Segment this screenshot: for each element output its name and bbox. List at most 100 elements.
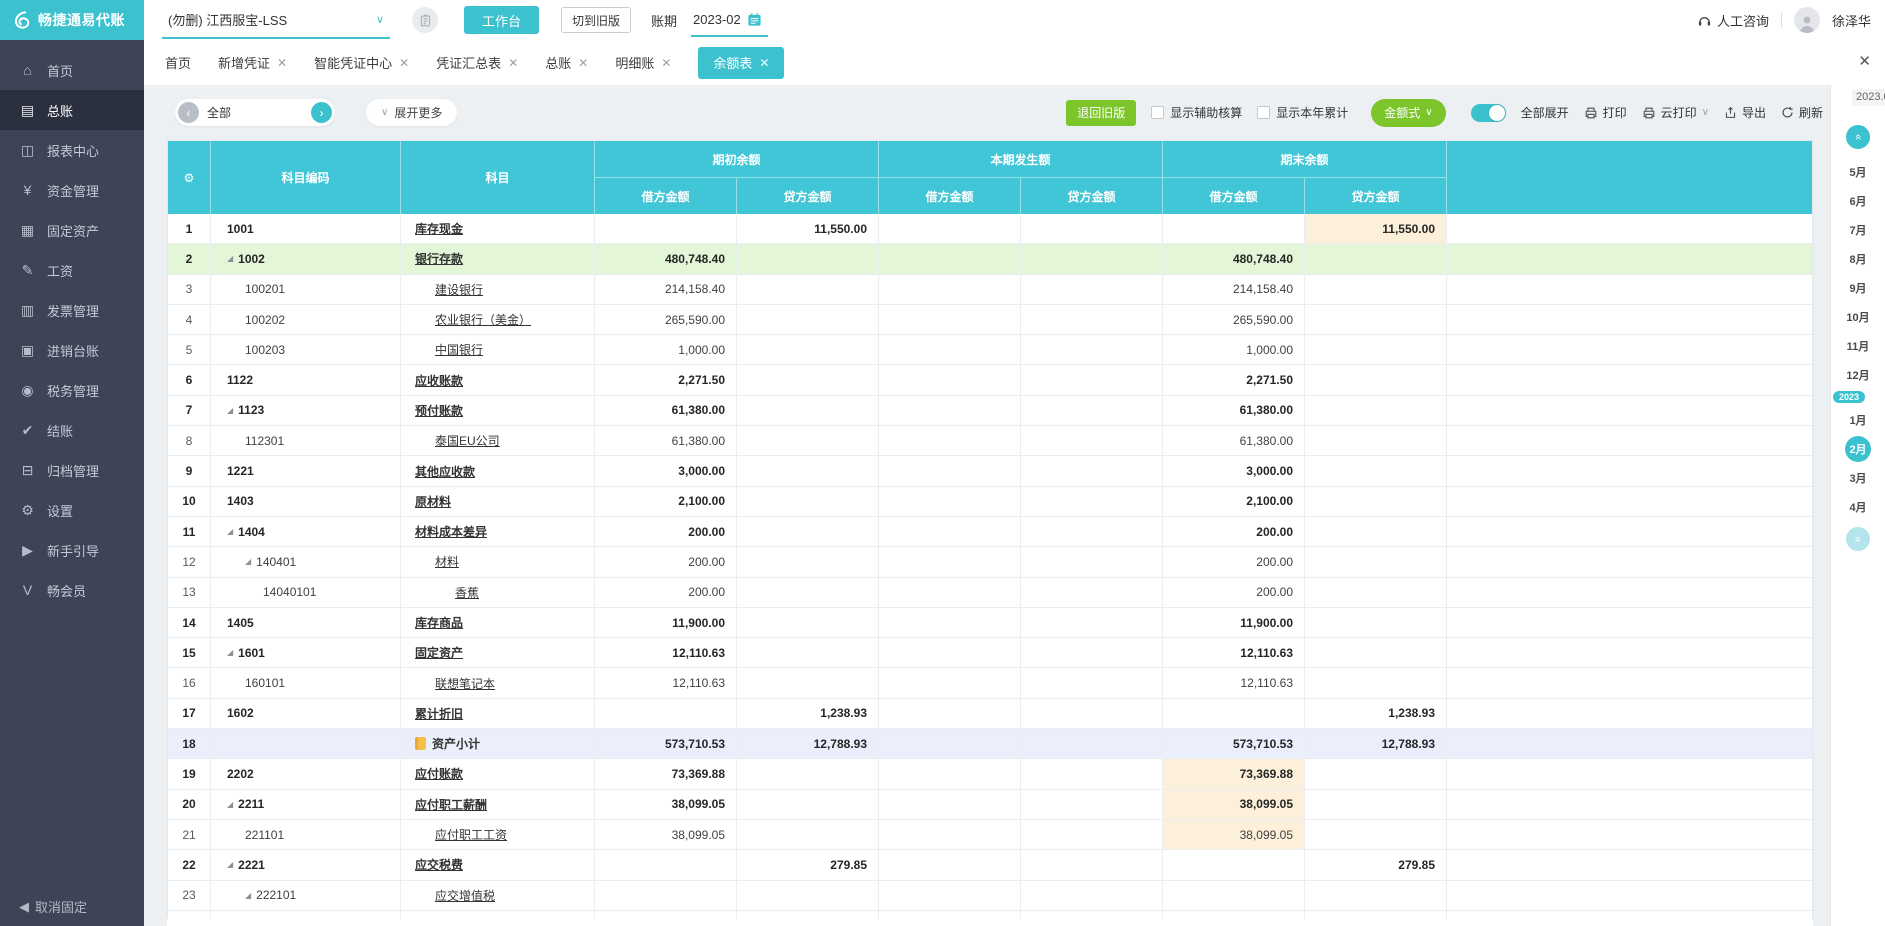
tab-新增凭证[interactable]: 新增凭证 ✕ [218, 47, 287, 79]
expand-more-button[interactable]: ∨ 展开更多 [366, 99, 458, 126]
account-range-filter[interactable]: ‹ 全部 › [175, 99, 335, 126]
workbench-button[interactable]: 工作台 [464, 6, 540, 34]
show-ytd-checkbox[interactable]: 显示本年累计 [1257, 104, 1348, 121]
month-item[interactable]: 6月 [1849, 195, 1867, 208]
period-picker[interactable]: 2023-02 [691, 4, 768, 37]
month-item[interactable]: 4月 [1849, 501, 1867, 514]
sidebar-item-税务管理[interactable]: ◉ 税务管理 [0, 370, 144, 410]
chevron-right-icon[interactable]: › [311, 102, 332, 123]
account-name-link[interactable]: 应交税费 [415, 858, 464, 873]
sidebar-item-畅会员[interactable]: V 畅会员 [0, 570, 144, 610]
checkbox-icon[interactable] [1257, 106, 1271, 119]
tab-总账[interactable]: 总账 ✕ [545, 47, 588, 79]
account-name-link[interactable]: 应付职工工资 [435, 828, 508, 843]
close-tab-icon[interactable]: ✕ [578, 55, 589, 70]
expand-all-toggle[interactable] [1470, 103, 1506, 122]
sidebar-item-新手引导[interactable]: ▶ 新手引导 [0, 530, 144, 570]
sidebar-item-进销台账[interactable]: ▣ 进销台账 [0, 330, 144, 370]
month-item[interactable]: 3月 [1849, 472, 1867, 485]
month-item[interactable]: 12月 [1846, 369, 1870, 382]
account-name-link[interactable]: 泰国EU公司 [435, 434, 500, 449]
account-name-link[interactable]: 预付账款 [415, 403, 464, 418]
expand-triangle-icon[interactable]: ◢ [245, 557, 252, 567]
account-name-link[interactable]: 固定资产 [415, 646, 464, 661]
print-button[interactable]: 打印 [1584, 104, 1627, 121]
account-name-link[interactable]: 中国银行 [435, 343, 484, 358]
account-name-link[interactable]: 建设银行 [435, 282, 484, 297]
unpin-sidebar-button[interactable]: ◀ 取消固定 [19, 897, 87, 916]
company-select[interactable]: (勿删) 江西服宝-LSS ∨ [162, 1, 390, 39]
account-name-link[interactable]: 联想笔记本 [435, 676, 496, 691]
account-name-link[interactable]: 应交增值税 [435, 888, 496, 903]
sidebar-item-首页[interactable]: ⌂ 首页 [0, 50, 144, 90]
sidebar-item-归档管理[interactable]: ⊟ 归档管理 [0, 450, 144, 490]
scroll-down-button[interactable]: « [1846, 527, 1870, 551]
month-item[interactable]: 1月 [1849, 414, 1867, 427]
expand-triangle-icon[interactable]: ◢ [227, 799, 234, 809]
account-name-link[interactable]: 材料成本差异 [415, 525, 488, 540]
month-item[interactable]: 9月 [1849, 282, 1867, 295]
expand-triangle-icon[interactable]: ◢ [227, 527, 234, 537]
chevron-left-icon[interactable]: ‹ [178, 102, 199, 123]
month-item[interactable]: 11月 [1846, 340, 1870, 353]
account-name-link[interactable]: 银行存款 [415, 252, 464, 267]
task-clipboard-icon[interactable] [412, 7, 438, 33]
account-name-link[interactable]: 应收账款 [415, 373, 464, 388]
tab-明细账[interactable]: 明细账 ✕ [615, 47, 671, 79]
expand-triangle-icon[interactable]: ◢ [227, 860, 234, 870]
account-name-link[interactable]: 材料 [435, 555, 460, 570]
account-name-link[interactable]: 应付账款 [415, 767, 464, 782]
expand-triangle-icon[interactable]: ◢ [227, 254, 234, 264]
expand-triangle-icon[interactable]: ◢ [227, 648, 234, 658]
sidebar-item-固定资产[interactable]: ▦ 固定资产 [0, 210, 144, 250]
month-item[interactable]: 10月 [1846, 311, 1870, 324]
sidebar-item-结账[interactable]: ✔ 结账 [0, 410, 144, 450]
switch-old-version-button[interactable]: 切到旧版 [561, 7, 632, 33]
amount-style-dropdown[interactable]: 金额式 ∨ [1371, 98, 1446, 127]
month-item[interactable]: 8月 [1849, 253, 1867, 266]
tab-首页[interactable]: 首页 [165, 47, 191, 79]
support-link[interactable]: 人工咨询 [1697, 11, 1769, 30]
account-name-link[interactable]: 累计折旧 [415, 706, 464, 721]
close-tab-icon[interactable]: ✕ [277, 55, 288, 70]
gear-icon[interactable]: ⚙ [168, 141, 211, 214]
back-to-old-button[interactable]: 退回旧版 [1066, 99, 1137, 126]
account-name-link[interactable]: 其他应收款 [415, 464, 476, 479]
tab-余额表[interactable]: 余额表 ✕ [698, 46, 785, 79]
month-item[interactable]: 7月 [1849, 224, 1867, 237]
export-button[interactable]: 导出 [1724, 104, 1766, 121]
sidebar-item-设置[interactable]: ⚙ 设置 [0, 490, 144, 530]
sidebar-item-资金管理[interactable]: ¥ 资金管理 [0, 170, 144, 210]
account-name-link[interactable]: 应付职工薪酬 [415, 797, 488, 812]
sidebar-item-报表中心[interactable]: ◫ 报表中心 [0, 130, 144, 170]
close-tab-icon[interactable]: ✕ [508, 55, 519, 70]
sidebar-item-总账[interactable]: ▤ 总账 [0, 90, 144, 130]
expand-triangle-icon[interactable]: ◢ [227, 405, 234, 415]
account-name-link[interactable]: 原材料 [415, 494, 452, 509]
scroll-up-button[interactable]: « [1846, 125, 1870, 149]
tab-凭证汇总表[interactable]: 凭证汇总表 ✕ [436, 47, 518, 79]
filler-cell [1447, 335, 1812, 366]
refresh-button[interactable]: 刷新 [1781, 104, 1823, 121]
tab-智能凭证中心[interactable]: 智能凭证中心 ✕ [314, 47, 409, 79]
account-name-link[interactable]: 库存商品 [415, 616, 464, 630]
account-name-link[interactable]: 库存现金 [415, 222, 464, 237]
sidebar-item-发票管理[interactable]: ▥ 发票管理 [0, 290, 144, 330]
sidebar-item-工资[interactable]: ✎ 工资 [0, 250, 144, 290]
close-all-tabs-icon[interactable]: ✕ [1858, 53, 1871, 70]
month-item-selected[interactable]: 2月 [1831, 434, 1885, 463]
expand-triangle-icon[interactable]: ◢ [245, 890, 252, 900]
close-tab-icon[interactable]: ✕ [399, 55, 410, 70]
month-item[interactable]: 5月 [1849, 166, 1867, 179]
date-chip[interactable]: 2023.01 [1852, 89, 1885, 106]
checkbox-icon[interactable] [1151, 106, 1165, 119]
show-auxiliary-checkbox[interactable]: 显示辅助核算 [1151, 104, 1242, 121]
account-name-link[interactable]: 农业银行（美金） [435, 313, 532, 328]
account-code-cell: 100202 [211, 304, 401, 336]
close-tab-icon[interactable]: ✕ [661, 55, 672, 70]
account-name-link[interactable]: 香蕉 [455, 585, 480, 600]
avatar[interactable] [1793, 7, 1820, 33]
close-tab-icon[interactable]: ✕ [759, 55, 770, 70]
cloud-print-button[interactable]: 云打印 ∨ [1642, 104, 1709, 121]
horizontal-scrollbar[interactable] [167, 919, 1813, 926]
